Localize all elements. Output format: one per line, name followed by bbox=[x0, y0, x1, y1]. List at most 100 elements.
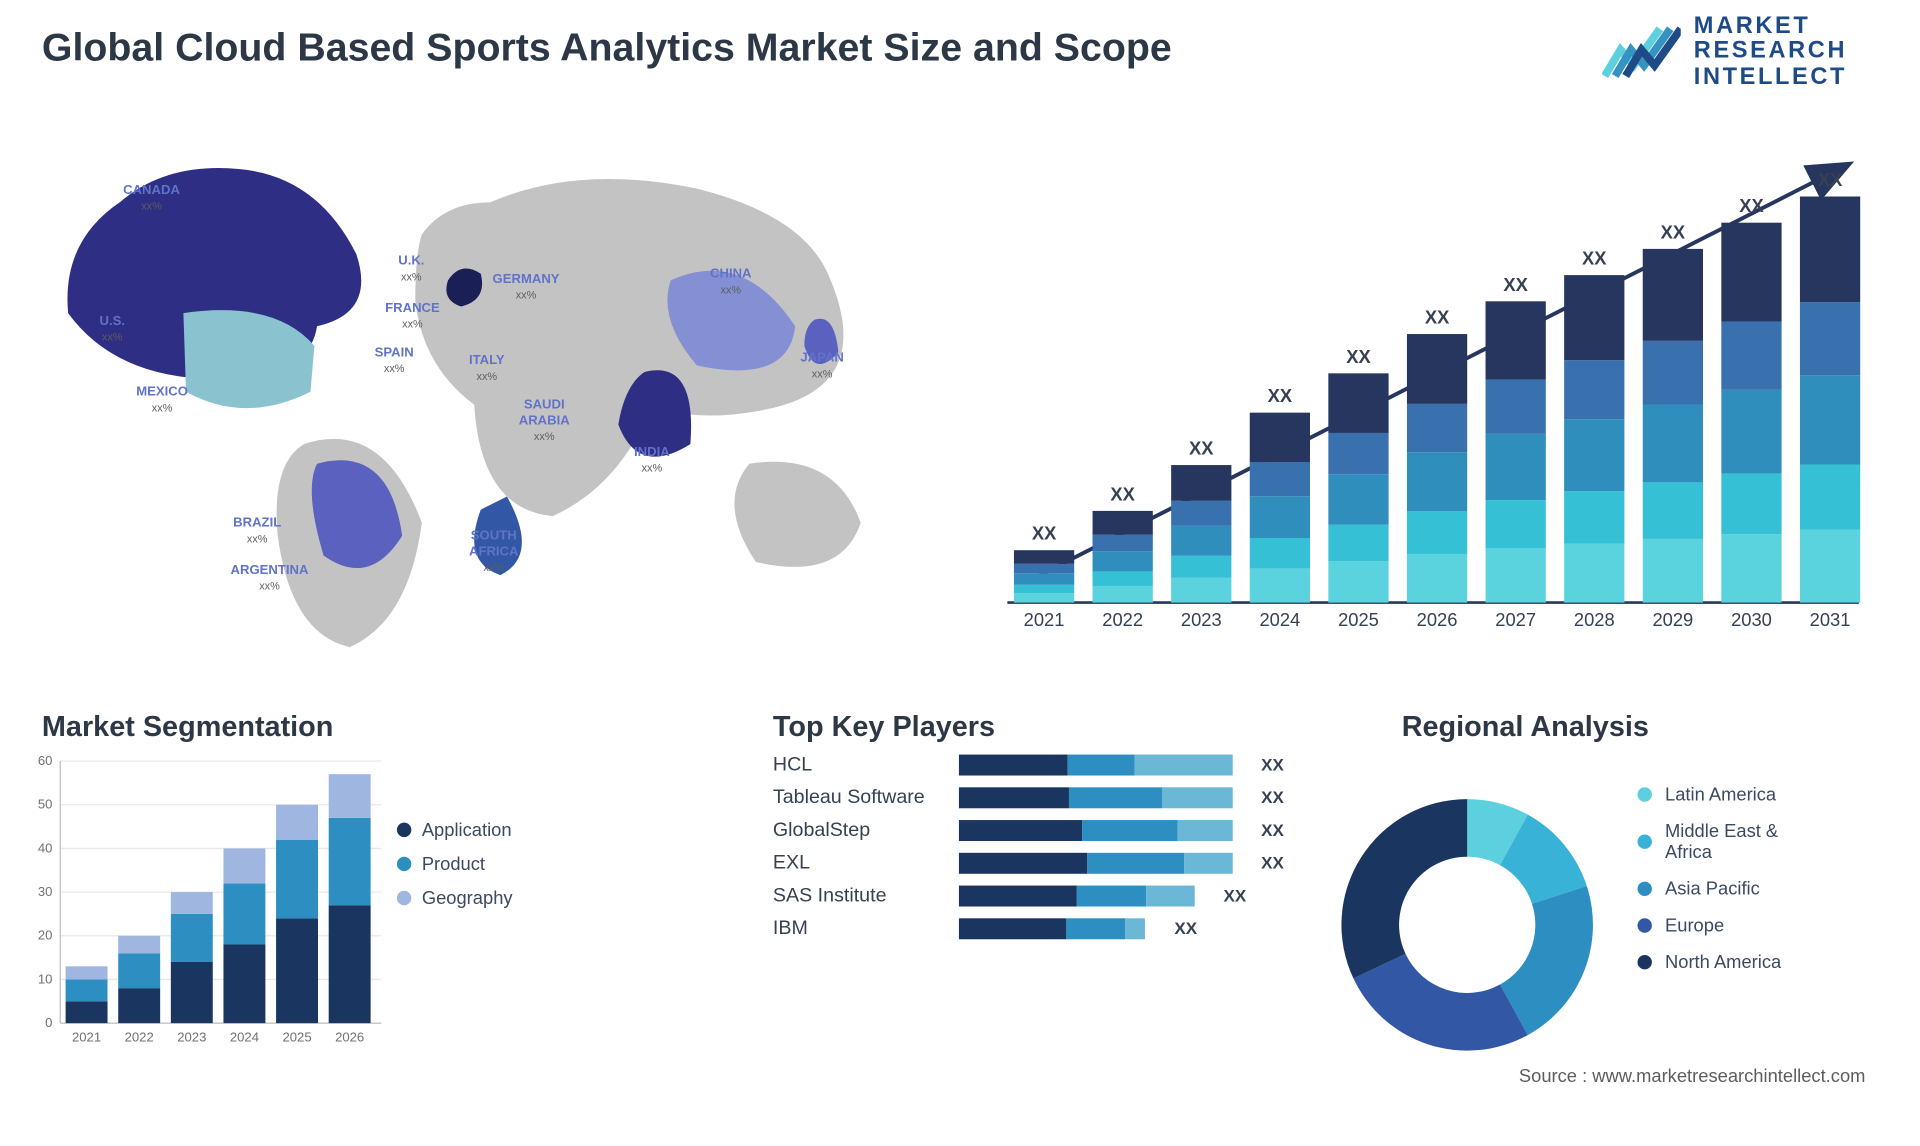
key-player-value: XX bbox=[1174, 918, 1197, 938]
page-title: Global Cloud Based Sports Analytics Mark… bbox=[42, 26, 1172, 71]
key-player-bar bbox=[959, 819, 1232, 840]
svg-text:XX: XX bbox=[1110, 483, 1135, 504]
key-player-name: SAS Institute bbox=[773, 884, 943, 906]
source-label: Source : www.marketresearchintellect.com bbox=[1519, 1065, 1866, 1086]
svg-text:2022: 2022 bbox=[125, 1029, 154, 1044]
map-label: FRANCExx% bbox=[385, 301, 440, 330]
map-label: GERMANYxx% bbox=[493, 272, 560, 301]
map-label: BRAZILxx% bbox=[233, 516, 281, 545]
svg-text:XX: XX bbox=[1661, 221, 1686, 242]
region-legend: Latin America Middle East &Africa Asia Pac… bbox=[1637, 783, 1781, 988]
key-player-name: HCL bbox=[773, 753, 943, 775]
key-player-value: XX bbox=[1261, 820, 1284, 840]
svg-text:2025: 2025 bbox=[1338, 609, 1379, 630]
map-label: INDIAxx% bbox=[634, 445, 670, 474]
svg-text:2027: 2027 bbox=[1495, 609, 1536, 630]
map-label: ARGENTINAxx% bbox=[231, 563, 309, 592]
map-label: JAPANxx% bbox=[800, 351, 843, 380]
svg-text:10: 10 bbox=[38, 971, 53, 986]
svg-text:XX: XX bbox=[1032, 523, 1057, 544]
map-label: MEXICOxx% bbox=[136, 385, 188, 414]
key-player-row: IBMXX bbox=[773, 917, 1284, 939]
map-label: U.S.xx% bbox=[100, 314, 125, 343]
svg-text:2030: 2030 bbox=[1731, 609, 1772, 630]
svg-text:30: 30 bbox=[38, 884, 53, 899]
map-label: SPAINxx% bbox=[375, 346, 414, 375]
svg-text:2025: 2025 bbox=[282, 1029, 311, 1044]
map-label: CHINAxx% bbox=[710, 267, 751, 296]
legend-item: Middle East &Africa bbox=[1637, 820, 1781, 862]
map-label: CANADAxx% bbox=[123, 183, 180, 212]
key-player-row: HCL XX bbox=[773, 753, 1284, 775]
svg-text:2021: 2021 bbox=[72, 1029, 101, 1044]
legend-item: North America bbox=[1637, 952, 1781, 973]
donut-svg bbox=[1336, 794, 1598, 1056]
key-player-value: XX bbox=[1224, 886, 1247, 906]
svg-text:60: 60 bbox=[38, 753, 53, 768]
logo-text-2: RESEARCH bbox=[1694, 39, 1847, 64]
key-player-row: Tableau Software XX bbox=[773, 786, 1284, 808]
map-label: SAUDIARABIAxx% bbox=[519, 398, 570, 443]
key-player-name: EXL bbox=[773, 851, 943, 873]
svg-text:XX: XX bbox=[1739, 195, 1764, 216]
key-player-row: EXL XX bbox=[773, 851, 1284, 873]
key-player-name: GlobalStep bbox=[773, 819, 943, 841]
key-player-bar bbox=[959, 852, 1232, 873]
brand-logo: MARKET RESEARCH INTELLECT bbox=[1602, 13, 1847, 89]
svg-text:2026: 2026 bbox=[335, 1029, 364, 1044]
legend-item: Application bbox=[397, 819, 513, 840]
svg-text:2031: 2031 bbox=[1810, 609, 1851, 630]
map-label: ITALYxx% bbox=[469, 354, 505, 383]
logo-text-1: MARKET bbox=[1694, 13, 1847, 38]
key-player-value: XX bbox=[1261, 853, 1284, 873]
svg-text:XX: XX bbox=[1268, 385, 1293, 406]
svg-text:2023: 2023 bbox=[177, 1029, 206, 1044]
svg-text:2024: 2024 bbox=[230, 1029, 259, 1044]
key-players-chart: HCL XX Tableau Software XX GlobalStep XX EXL XX… bbox=[773, 753, 1284, 1067]
infographic-root: Global Cloud Based Sports Analytics Mark… bbox=[0, 0, 1920, 1094]
key-player-bar bbox=[959, 885, 1195, 906]
growth-bar-chart: XX 2021 XX 2022 XX 2023 XX 2024 XX 2025 XX 2026 XX 20… bbox=[1001, 131, 1866, 642]
svg-text:2024: 2024 bbox=[1259, 609, 1300, 630]
map-label: SOUTHAFRICAxx% bbox=[469, 529, 518, 574]
australia-shape bbox=[734, 462, 860, 567]
growth-svg: XX 2021 XX 2022 XX 2023 XX 2024 XX 2025 XX 2026 XX 20… bbox=[1001, 131, 1866, 642]
svg-text:40: 40 bbox=[38, 840, 53, 855]
svg-text:2023: 2023 bbox=[1181, 609, 1222, 630]
legend-item: Asia Pacific bbox=[1637, 878, 1781, 899]
regional-analysis: Latin America Middle East &Africa Asia Pac… bbox=[1336, 728, 1886, 1069]
svg-text:2029: 2029 bbox=[1652, 609, 1693, 630]
svg-text:20: 20 bbox=[38, 928, 53, 943]
svg-text:XX: XX bbox=[1189, 438, 1214, 459]
svg-text:2021: 2021 bbox=[1024, 609, 1065, 630]
svg-text:XX: XX bbox=[1582, 248, 1607, 269]
key-player-name: Tableau Software bbox=[773, 786, 943, 808]
legend-item: Latin America bbox=[1637, 783, 1781, 804]
world-map: CANADAxx% U.S.xx% MEXICOxx% BRAZILxx% ARGENT… bbox=[42, 110, 959, 667]
key-players-title: Top Key Players bbox=[773, 710, 995, 744]
segmentation-svg: 0 10 20 30 40 50 60 2021 2022 2023 2024 2025 2026 bbox=[24, 753, 384, 1054]
key-player-row: SAS Institute XX bbox=[773, 884, 1284, 906]
segmentation-chart: 0 10 20 30 40 50 60 2021 2022 2023 2024 2025 2026 Ap… bbox=[24, 753, 587, 1067]
svg-text:2028: 2028 bbox=[1574, 609, 1615, 630]
legend-item: Europe bbox=[1637, 915, 1781, 936]
legend-item: Geography bbox=[397, 887, 513, 908]
key-player-value: XX bbox=[1261, 787, 1284, 807]
svg-text:0: 0 bbox=[45, 1015, 52, 1030]
key-player-value: XX bbox=[1261, 755, 1284, 775]
key-player-row: GlobalStep XX bbox=[773, 819, 1284, 841]
logo-text-3: INTELLECT bbox=[1694, 64, 1847, 89]
segmentation-title: Market Segmentation bbox=[42, 710, 333, 744]
svg-text:XX: XX bbox=[1503, 274, 1528, 295]
logo-icon bbox=[1602, 21, 1681, 81]
svg-text:2022: 2022 bbox=[1102, 609, 1143, 630]
legend-item: Product bbox=[397, 853, 513, 874]
segmentation-legend: Application Product Geography bbox=[397, 819, 513, 921]
svg-text:XX: XX bbox=[1818, 169, 1843, 190]
svg-text:50: 50 bbox=[38, 797, 53, 812]
key-player-bar bbox=[959, 754, 1232, 775]
svg-text:XX: XX bbox=[1346, 346, 1371, 367]
key-player-bar bbox=[959, 787, 1232, 808]
svg-text:2026: 2026 bbox=[1417, 609, 1458, 630]
svg-text:XX: XX bbox=[1425, 307, 1450, 328]
